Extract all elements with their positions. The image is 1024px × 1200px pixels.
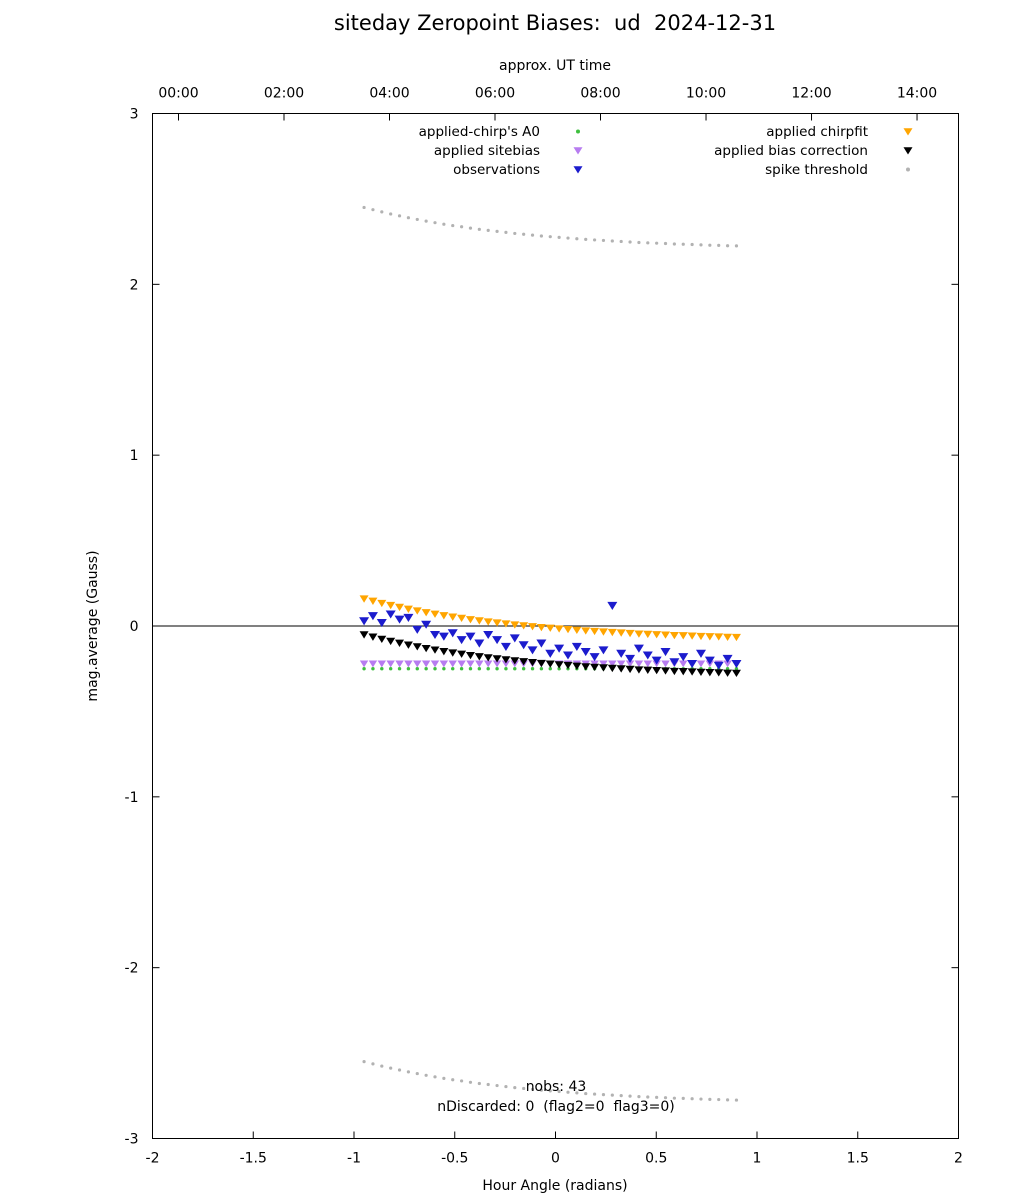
y-tick-label: 0 [130,619,139,635]
legend: applied-chirp's A0 applied sitebias obse… [419,124,913,178]
annotation-nobs: nobs: 43 [526,1079,587,1095]
x-tick-label: 0.5 [645,1151,667,1167]
series-applied-bias-correction [359,631,741,678]
legend-label-applied-chirpfit: applied chirpfit [766,124,868,140]
series-applied-chirpfit [359,595,741,642]
series-observations [359,601,742,670]
legend-label-applied-sitebias: applied sitebias [434,143,540,159]
legend-markers [573,128,913,174]
top-tick-label: 08:00 [580,86,620,102]
x-axis-ticks: -2 -1.5 -1 -0.5 0 0.5 1 1.5 2 [146,1131,963,1167]
y-axis-title: mag.average (Gauss) [85,550,101,701]
top-tick-label: 04:00 [369,86,409,102]
legend-label-spike-threshold: spike threshold [765,162,868,178]
x-tick-label: 0 [551,1151,560,1167]
legend-label-applied-bias-correction: applied bias correction [714,143,868,159]
y-axis-ticks: -3 -2 -1 0 1 2 3 [125,107,959,1148]
x-tick-label: 1.5 [847,1151,869,1167]
top-axis-title: approx. UT time [499,58,611,74]
top-tick-label: 00:00 [158,86,198,102]
chart-title: siteday Zeropoint Biases: ud 2024-12-31 [334,11,776,35]
series-spike-threshold-upper- [362,205,739,248]
top-tick-label: 14:00 [897,86,937,102]
y-tick-label: 1 [130,448,139,464]
plot-area: -2 -1.5 -1 -0.5 0 0.5 1 1.5 2 00:00 02:00 04:00 06:0… [125,86,963,1167]
y-tick-label: -1 [125,790,139,806]
y-tick-label: 2 [130,277,139,293]
legend-label-applied-chirps-a0: applied-chirp's A0 [419,124,540,140]
y-tick-label: -3 [125,1132,139,1148]
x-tick-label: -0.5 [441,1151,468,1167]
x-tick-label: 1 [753,1151,762,1167]
top-tick-label: 10:00 [686,86,726,102]
x-tick-label: -1.5 [240,1151,267,1167]
x-tick-label: -1 [347,1151,361,1167]
series-spike-threshold-lower- [362,1060,739,1102]
top-tick-label: 12:00 [791,86,831,102]
annotation-ndiscarded: nDiscarded: 0 (flag2=0 flag3=0) [437,1099,674,1115]
legend-label-observations: observations [453,162,540,178]
top-tick-label: 06:00 [475,86,515,102]
y-tick-label: 3 [130,107,139,123]
top-tick-label: 02:00 [264,86,304,102]
x-tick-label: -2 [146,1151,160,1167]
top-axis-ticks: 00:00 02:00 04:00 06:00 08:00 10:00 12:00 14:00 [158,86,937,121]
y-tick-label: -2 [125,961,139,977]
x-tick-label: 2 [954,1151,963,1167]
x-axis-title: Hour Angle (radians) [482,1178,627,1194]
